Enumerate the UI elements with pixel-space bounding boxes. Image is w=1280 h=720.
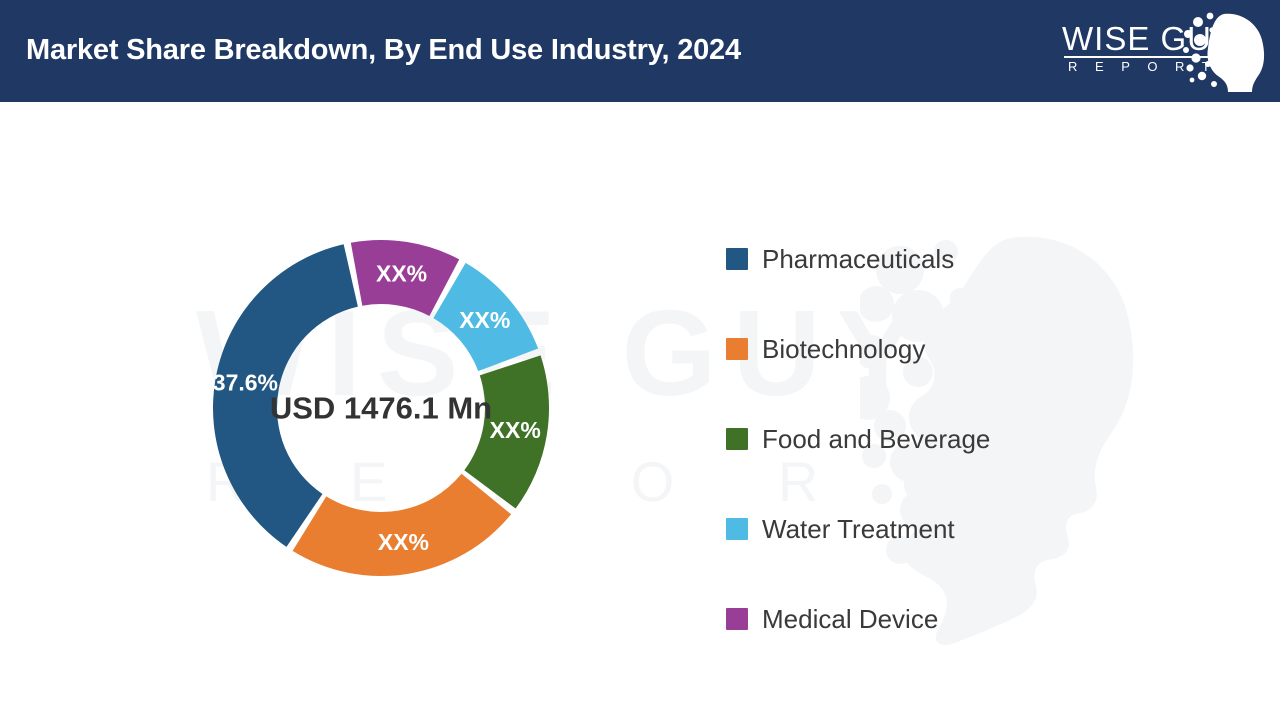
legend-swatch-icon	[726, 518, 748, 540]
slice-value-label: 37.6%	[213, 369, 278, 395]
legend-item-label: Pharmaceuticals	[762, 243, 955, 274]
legend-swatch-icon	[726, 608, 748, 630]
donut-slice-biotechnology[interactable]	[292, 473, 512, 576]
logo-wordmark-secondary: R E P O R T S	[1068, 59, 1243, 74]
slice-value-label: XX%	[459, 307, 510, 333]
legend-item-food-and-beverage[interactable]: Food and Beverage	[726, 424, 990, 454]
slice-value-label: XX%	[376, 261, 427, 287]
slice-value-label: XX%	[378, 529, 429, 555]
legend-item-label: Biotechnology	[762, 333, 926, 364]
legend-item-label: Medical Device	[762, 603, 939, 634]
chart-canvas: WISE GUY R E P O R T S	[0, 102, 1280, 720]
slice-value-label: XX%	[490, 417, 541, 443]
legend-swatch-icon	[726, 248, 748, 270]
donut-slice-labels: 37.6% XX% XX% XX% XX%	[213, 261, 541, 556]
legend-item-pharmaceuticals[interactable]: Pharmaceuticals	[726, 244, 954, 274]
legend-swatch-icon	[726, 338, 748, 360]
brain-head-icon	[1183, 12, 1265, 93]
legend-item-biotechnology[interactable]: Biotechnology	[726, 334, 925, 364]
page-title: Market Share Breakdown, By End Use Indus…	[26, 34, 741, 66]
donut-slice-pharmaceuticals[interactable]	[213, 244, 358, 547]
legend-item-label: Water Treatment	[762, 513, 955, 544]
donut-slices	[213, 240, 549, 576]
legend-item-water-treatment[interactable]: Water Treatment	[726, 514, 955, 544]
donut-slice-food-and-beverage[interactable]	[464, 355, 549, 509]
legend-swatch-icon	[726, 428, 748, 450]
donut-slice-water-treatment[interactable]	[433, 262, 539, 372]
donut-center-label: USD 1476.1 Mn	[270, 391, 492, 426]
page-header: Market Share Breakdown, By End Use Indus…	[0, 0, 1280, 102]
logo-divider	[1064, 56, 1212, 58]
legend-item-medical-device[interactable]: Medical Device	[726, 604, 938, 634]
donut-chart: 37.6% XX% XX% XX% XX% USD 1476.1 Mn	[213, 240, 549, 576]
donut-slice-medical-device[interactable]	[350, 240, 460, 316]
brand-logo: WISE GUY R E P O R T S	[1060, 8, 1272, 94]
chart-legend: Pharmaceuticals Biotechnology Food and Bev…	[726, 232, 1156, 662]
legend-item-label: Food and Beverage	[762, 423, 991, 454]
